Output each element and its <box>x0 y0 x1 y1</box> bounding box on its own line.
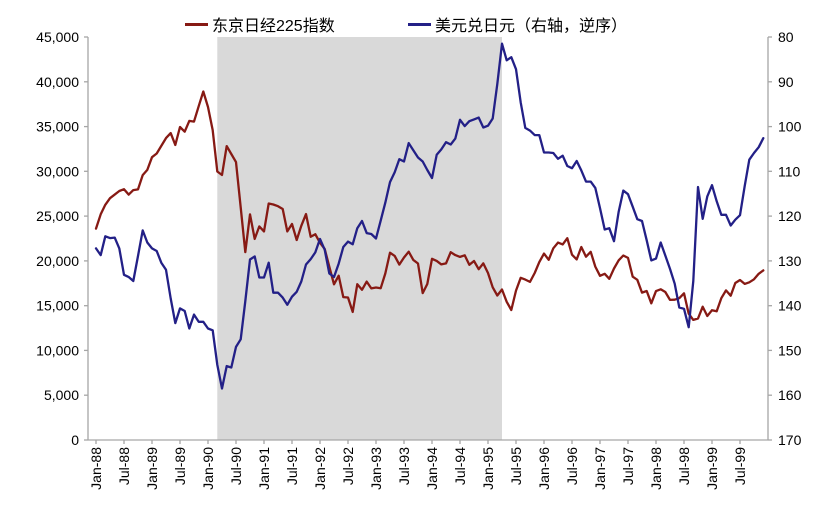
legend: 东京日经225指数 美元兑日元（右轴，逆序） <box>0 12 837 36</box>
right-axis-tick-label: 80 <box>778 29 794 45</box>
left-axis-tick-label: 5,000 <box>44 387 79 403</box>
x-axis-tick-label: Jan-93 <box>368 447 384 490</box>
x-axis-tick-label: Jan-89 <box>144 447 160 490</box>
right-axis-tick-label: 90 <box>778 74 794 90</box>
left-axis-labels: 0 5,000 10,000 15,000 20,000 25,000 30,000 35,0… <box>36 29 79 448</box>
x-axis-tick-label: Jul-92 <box>340 447 356 485</box>
left-axis-tick-label: 30,000 <box>36 163 79 179</box>
left-axis-tick-label: 15,000 <box>36 298 79 314</box>
right-axis-tick-label: 150 <box>778 342 802 358</box>
left-axis-tick-label: 25,000 <box>36 208 79 224</box>
usdjpy-line <box>94 42 765 390</box>
right-axis-tick-label: 110 <box>778 163 801 179</box>
legend-item-usdjpy: 美元兑日元（右轴，逆序） <box>408 12 627 36</box>
x-axis-tick-label: Jan-98 <box>648 447 664 490</box>
right-axis-tick-label: 100 <box>778 119 802 135</box>
right-axis-tick-label: 120 <box>778 208 802 224</box>
nikkei-line <box>94 90 765 322</box>
x-axis-tick-label: Jan-94 <box>424 447 440 490</box>
left-axis-tick-label: 10,000 <box>36 342 79 358</box>
legend-item-nikkei: 东京日经225指数 <box>185 12 335 36</box>
x-axis-tick-label: Jul-90 <box>228 447 244 485</box>
x-axis-tick-label: Jan-96 <box>536 447 552 490</box>
x-axis-tick-label: Jul-98 <box>676 447 692 485</box>
x-axis-tick-label: Jan-91 <box>256 447 272 490</box>
x-axis-tick-label: Jul-93 <box>396 447 412 485</box>
x-axis-tick-label: Jan-88 <box>88 447 104 490</box>
x-axis-tick-label: Jul-91 <box>284 447 300 485</box>
x-axis-tick-label: Jul-95 <box>508 447 524 485</box>
right-axis-tick-label: 130 <box>778 253 802 269</box>
right-axis-tick-label: 140 <box>778 298 802 314</box>
x-axis-tick-label: Jul-96 <box>564 447 580 485</box>
left-axis-tick-label: 0 <box>71 432 79 448</box>
x-axis-tick-label: Jan-92 <box>312 447 328 490</box>
x-axis-tick-label: Jan-99 <box>704 447 720 490</box>
x-axis-tick-label: Jul-97 <box>620 447 636 485</box>
x-axis-tick-label: Jul-99 <box>732 447 748 485</box>
left-axis-tick-label: 40,000 <box>36 74 79 90</box>
right-axis-tick-label: 170 <box>778 432 802 448</box>
x-axis-labels: Jan-88 Jul-88 Jan-89 Jul-89 Jan-90 Jul-90 Jan-… <box>88 447 748 490</box>
axes <box>84 36 772 444</box>
legend-label-usdjpy: 美元兑日元（右轴，逆序） <box>435 18 628 35</box>
left-axis-tick-label: 20,000 <box>36 253 79 269</box>
left-axis-tick-label: 35,000 <box>36 119 79 135</box>
right-axis-tick-label: 160 <box>778 387 802 403</box>
right-axis-labels: 80 90 100 110 120 130 140 150 160 170 <box>778 29 802 448</box>
x-axis-tick-label: Jul-89 <box>172 447 188 485</box>
x-axis-tick-label: Jan-95 <box>480 447 496 490</box>
shaded-region <box>217 37 503 440</box>
x-axis-tick-label: Jul-88 <box>116 447 132 485</box>
left-axis-tick-label: 45,000 <box>36 29 79 45</box>
x-axis-tick-label: Jan-97 <box>592 447 608 490</box>
usdjpy-line-swatch <box>408 22 431 26</box>
x-axis-tick-label: Jan-90 <box>200 447 216 490</box>
nikkei-line-swatch <box>185 22 208 26</box>
x-axis-tick-label: Jul-94 <box>452 447 468 485</box>
legend-label-nikkei: 东京日经225指数 <box>212 18 335 35</box>
